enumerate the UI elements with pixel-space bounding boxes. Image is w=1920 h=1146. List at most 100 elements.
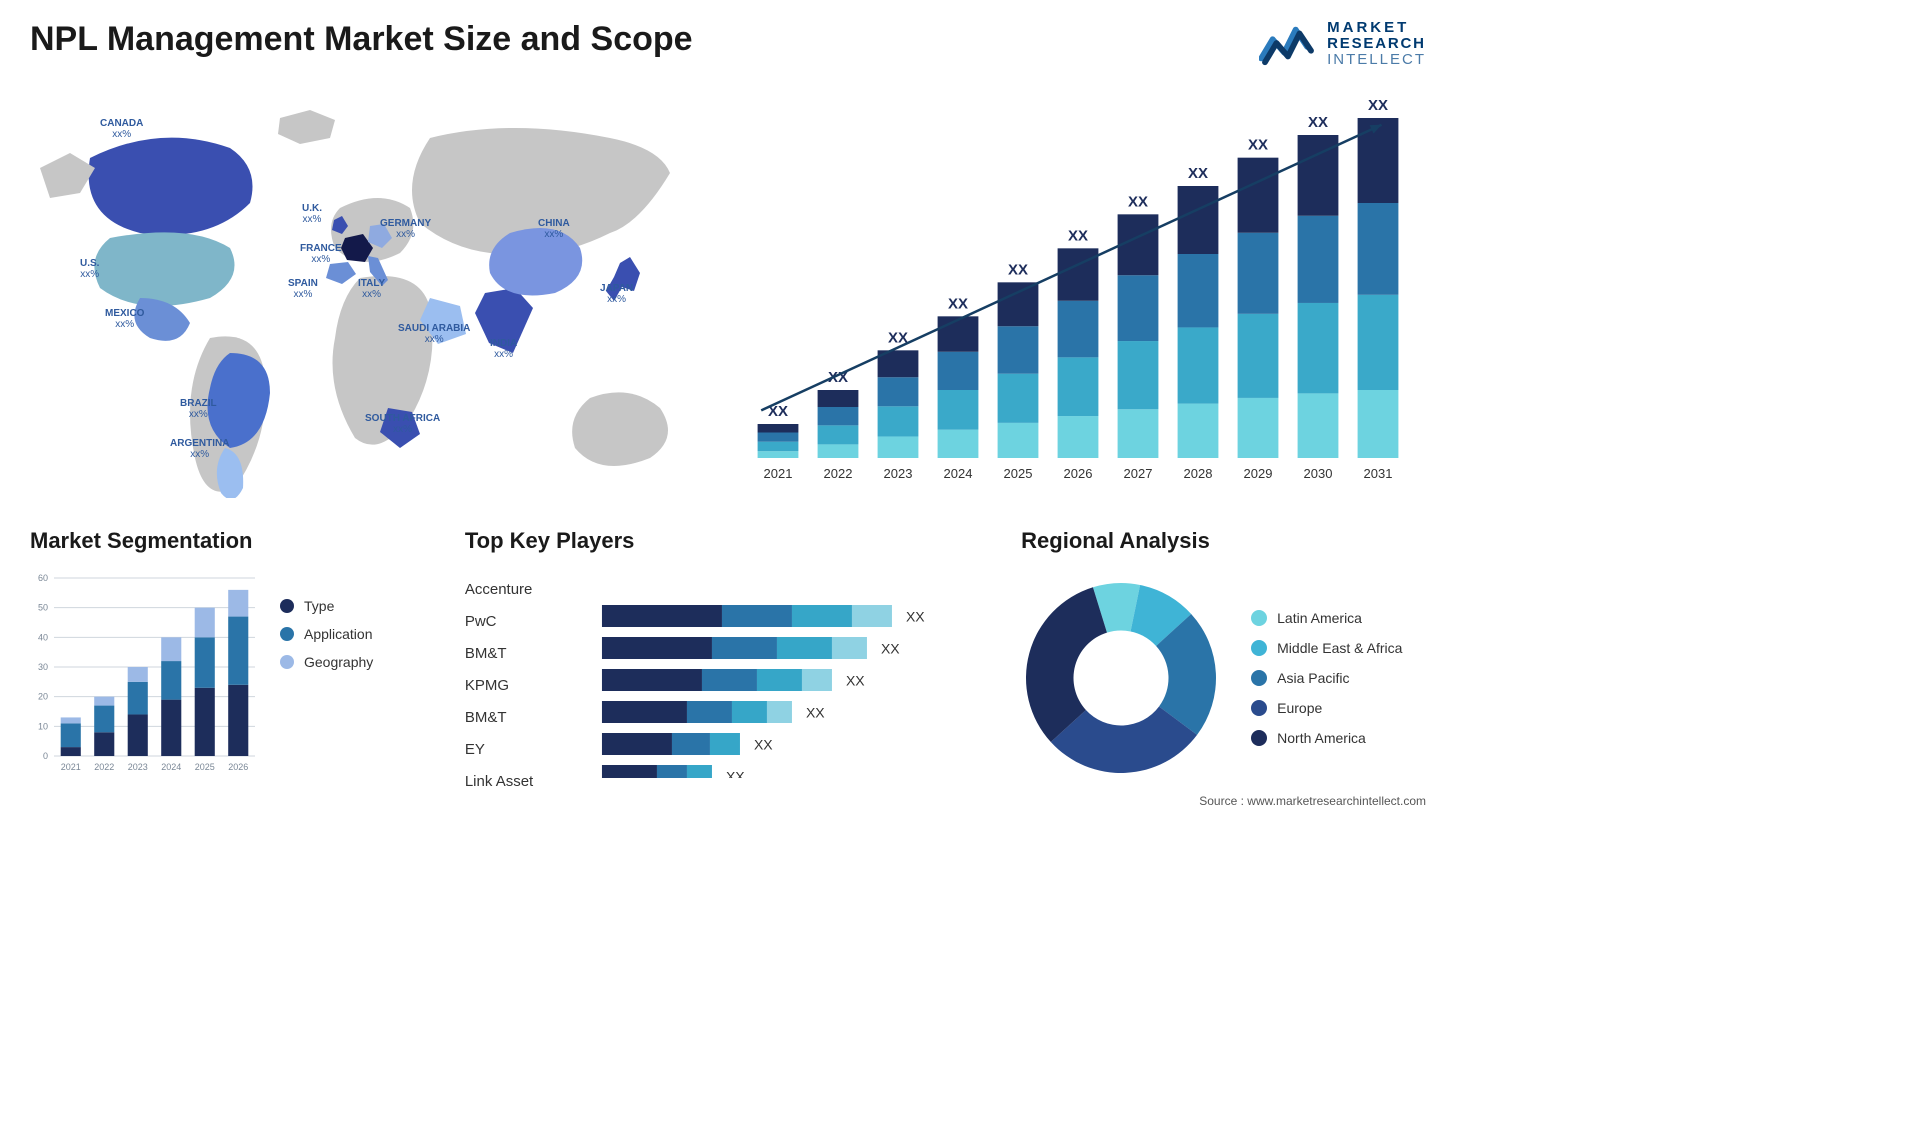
segmentation-section: Market Segmentation 0 10 20 30 40 50 60 2021 202… <box>30 528 435 788</box>
svg-text:2027: 2027 <box>1124 466 1153 481</box>
svg-text:20: 20 <box>38 692 48 702</box>
map-label-china: CHINAxx% <box>538 218 570 240</box>
svg-text:2031: 2031 <box>1364 466 1393 481</box>
logo: MARKET RESEARCH INTELLECT <box>1259 20 1426 68</box>
player-name: BM&T <box>465 637 533 669</box>
player-name: BM&T <box>465 701 533 733</box>
players-chart: XX XX XX XX XX XX <box>553 568 991 778</box>
svg-text:2025: 2025 <box>1004 466 1033 481</box>
map-label-canada: CANADAxx% <box>100 118 143 140</box>
player-name: PwC <box>465 605 533 637</box>
logo-text: MARKET RESEARCH INTELLECT <box>1327 20 1426 67</box>
logo-mark-icon <box>1259 20 1317 68</box>
svg-text:2025: 2025 <box>195 762 215 772</box>
svg-text:2023: 2023 <box>128 762 148 772</box>
map-label-mexico: MEXICOxx% <box>105 308 144 330</box>
svg-text:50: 50 <box>38 603 48 613</box>
bottom-row: Market Segmentation 0 10 20 30 40 50 60 2021 202… <box>30 528 1426 788</box>
legend-label: Application <box>304 626 373 642</box>
legend-dot-icon <box>1251 640 1267 656</box>
logo-line3: INTELLECT <box>1327 52 1426 68</box>
svg-text:XX: XX <box>1368 98 1388 114</box>
regional-legend-item: Middle East & Africa <box>1251 640 1402 656</box>
svg-text:30: 30 <box>38 662 48 672</box>
header: NPL Management Market Size and Scope MAR… <box>30 20 1426 68</box>
svg-text:0: 0 <box>43 751 48 761</box>
map-label-germany: GERMANYxx% <box>380 218 431 240</box>
legend-dot-icon <box>1251 700 1267 716</box>
svg-text:XX: XX <box>754 737 773 753</box>
legend-label: North America <box>1277 730 1366 746</box>
map-label-france: FRANCExx% <box>300 243 342 265</box>
player-names-list: AccenturePwCBM&TKPMGBM&TEYLink Asset <box>465 568 533 802</box>
legend-dot-icon <box>1251 610 1267 626</box>
svg-text:2024: 2024 <box>944 466 973 481</box>
map-label-u-k-: U.K.xx% <box>302 203 322 225</box>
growth-chart-panel: XX 2021 XX 2022 XX 2023 XX 2024 XX 2025 XX 2026 XX 20… <box>730 98 1426 498</box>
svg-text:XX: XX <box>1188 165 1208 182</box>
regional-title: Regional Analysis <box>1021 528 1426 554</box>
regional-section: Regional Analysis Latin America Middle Ea… <box>1021 528 1426 788</box>
svg-text:40: 40 <box>38 632 48 642</box>
map-label-saudi-arabia: SAUDI ARABIAxx% <box>398 323 470 345</box>
svg-text:2024: 2024 <box>161 762 181 772</box>
player-name: Link Asset <box>465 765 533 797</box>
svg-text:XX: XX <box>1308 114 1328 131</box>
legend-label: Europe <box>1277 700 1322 716</box>
svg-text:XX: XX <box>1128 193 1148 210</box>
source-text: Source : www.marketresearchintellect.com <box>1199 794 1426 808</box>
legend-label: Type <box>304 598 334 614</box>
world-map-panel: CANADAxx% U.S.xx% MEXICOxx% BRAZILxx% ARGENT… <box>30 98 690 498</box>
legend-dot-icon <box>280 599 294 613</box>
segmentation-title: Market Segmentation <box>30 528 435 554</box>
page-title: NPL Management Market Size and Scope <box>30 20 693 59</box>
segmentation-legend-item: Geography <box>280 654 373 670</box>
svg-text:2028: 2028 <box>1184 466 1213 481</box>
map-label-japan: JAPANxx% <box>600 283 633 305</box>
svg-text:2029: 2029 <box>1244 466 1273 481</box>
legend-dot-icon <box>280 627 294 641</box>
regional-legend-item: Europe <box>1251 700 1402 716</box>
logo-line1: MARKET <box>1327 20 1426 36</box>
map-label-brazil: BRAZILxx% <box>180 398 217 420</box>
segmentation-chart: 0102030405060202120222023202420252026 <box>30 568 260 778</box>
svg-text:2021: 2021 <box>61 762 81 772</box>
svg-text:XX: XX <box>1008 261 1028 278</box>
svg-text:2030: 2030 <box>1304 466 1333 481</box>
svg-text:2026: 2026 <box>1064 466 1093 481</box>
svg-text:XX: XX <box>881 641 900 657</box>
svg-text:XX: XX <box>726 769 745 779</box>
map-label-india: INDIAxx% <box>490 338 517 360</box>
svg-text:60: 60 <box>38 573 48 583</box>
regional-legend-item: Asia Pacific <box>1251 670 1402 686</box>
svg-text:XX: XX <box>1248 137 1268 154</box>
svg-text:10: 10 <box>38 721 48 731</box>
regional-donut-chart <box>1021 578 1221 778</box>
logo-line2: RESEARCH <box>1327 36 1426 52</box>
svg-text:XX: XX <box>906 609 925 625</box>
svg-text:2021: 2021 <box>764 466 793 481</box>
legend-label: Latin America <box>1277 610 1362 626</box>
segmentation-legend-item: Type <box>280 598 373 614</box>
segmentation-legend: Type Application Geography <box>280 568 373 670</box>
svg-text:XX: XX <box>806 705 825 721</box>
regional-legend-item: North America <box>1251 730 1402 746</box>
svg-text:XX: XX <box>1068 227 1088 244</box>
svg-text:2022: 2022 <box>824 466 853 481</box>
svg-text:XX: XX <box>846 673 865 689</box>
svg-text:2023: 2023 <box>884 466 913 481</box>
svg-text:2022: 2022 <box>94 762 114 772</box>
top-row: CANADAxx% U.S.xx% MEXICOxx% BRAZILxx% ARGENT… <box>30 98 1426 498</box>
growth-chart: XX 2021 XX 2022 XX 2023 XX 2024 XX 2025 XX 2026 XX 20… <box>730 98 1426 498</box>
map-label-u-s-: U.S.xx% <box>80 258 99 280</box>
legend-dot-icon <box>280 655 294 669</box>
map-label-spain: SPAINxx% <box>288 278 318 300</box>
key-players-title: Top Key Players <box>465 528 991 554</box>
legend-label: Middle East & Africa <box>1277 640 1402 656</box>
legend-label: Geography <box>304 654 373 670</box>
segmentation-legend-item: Application <box>280 626 373 642</box>
player-name: KPMG <box>465 669 533 701</box>
legend-dot-icon <box>1251 730 1267 746</box>
map-label-argentina: ARGENTINAxx% <box>170 438 229 460</box>
legend-dot-icon <box>1251 670 1267 686</box>
